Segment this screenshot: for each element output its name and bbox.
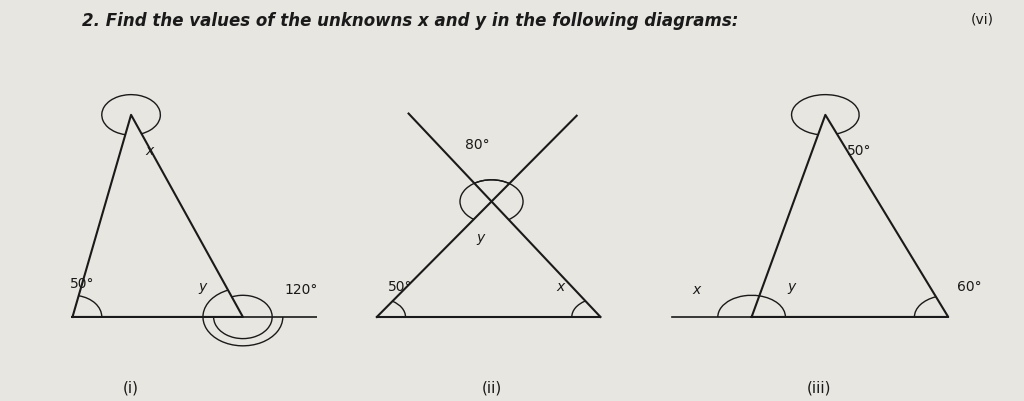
Text: 120°: 120° <box>285 283 318 297</box>
Text: (iii): (iii) <box>807 381 831 395</box>
Text: 80°: 80° <box>465 138 489 152</box>
Text: x: x <box>692 283 700 297</box>
Text: 50°: 50° <box>70 277 94 291</box>
Text: x: x <box>145 144 154 158</box>
Text: (ii): (ii) <box>481 381 502 395</box>
Text: x: x <box>556 280 564 294</box>
Text: (vi): (vi) <box>971 12 993 26</box>
Text: 60°: 60° <box>957 280 982 294</box>
Text: 50°: 50° <box>388 280 413 294</box>
Text: y: y <box>476 231 484 245</box>
Text: 50°: 50° <box>847 144 871 158</box>
Text: y: y <box>199 280 207 294</box>
Text: y: y <box>787 280 796 294</box>
Text: 2. Find the values of the unknowns x and y in the following diagrams:: 2. Find the values of the unknowns x and… <box>82 12 738 30</box>
Text: (i): (i) <box>123 381 139 395</box>
